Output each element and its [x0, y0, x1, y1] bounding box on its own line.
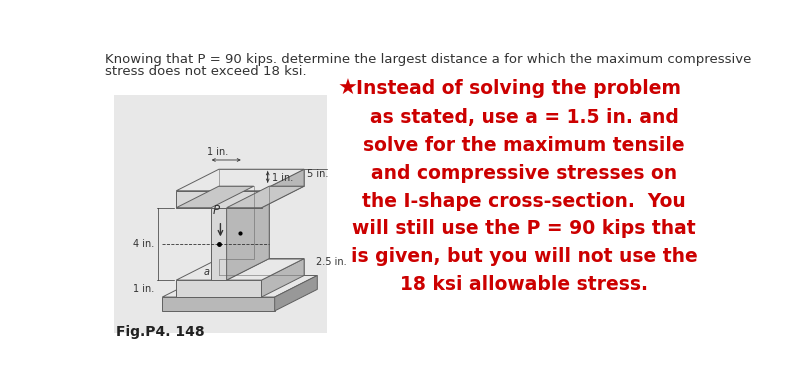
Text: 1 in.: 1 in. — [208, 147, 229, 157]
Text: 1 in.: 1 in. — [272, 174, 293, 183]
Polygon shape — [162, 297, 275, 311]
Polygon shape — [176, 169, 304, 191]
Polygon shape — [227, 259, 304, 280]
Polygon shape — [176, 191, 261, 208]
Text: 4 in.: 4 in. — [134, 239, 155, 249]
Text: a: a — [204, 268, 209, 278]
Text: 5 in.: 5 in. — [307, 169, 329, 179]
Polygon shape — [176, 280, 261, 297]
Polygon shape — [227, 186, 269, 280]
Text: 18 ksi allowable stress.: 18 ksi allowable stress. — [401, 275, 649, 294]
Text: is given, but you will not use the: is given, but you will not use the — [351, 247, 698, 266]
Polygon shape — [162, 275, 318, 297]
Polygon shape — [275, 275, 318, 311]
Text: 1 in.: 1 in. — [134, 284, 155, 294]
Text: will still use the P = 90 kips that: will still use the P = 90 kips that — [352, 219, 696, 238]
Polygon shape — [211, 208, 227, 280]
Text: as stated, use a = 1.5 in. and: as stated, use a = 1.5 in. and — [370, 108, 679, 128]
Text: ★: ★ — [337, 79, 357, 99]
Text: the I-shape cross-section.  You: the I-shape cross-section. You — [363, 191, 686, 211]
Text: solve for the maximum tensile: solve for the maximum tensile — [363, 136, 685, 155]
Bar — [115, 94, 327, 333]
Polygon shape — [176, 186, 254, 208]
Text: Instead of solving the problem: Instead of solving the problem — [356, 79, 681, 98]
Polygon shape — [227, 186, 304, 208]
Text: 2.5 in.: 2.5 in. — [316, 257, 346, 268]
Polygon shape — [176, 259, 254, 280]
Text: Knowing that P = 90 kips. determine the largest distance a for which the maximum: Knowing that P = 90 kips. determine the … — [105, 53, 751, 66]
Text: stress does not exceed 18 ksi.: stress does not exceed 18 ksi. — [105, 64, 307, 78]
Text: Fig.P4. 148: Fig.P4. 148 — [116, 325, 205, 339]
Polygon shape — [261, 169, 304, 208]
Text: and compressive stresses on: and compressive stresses on — [371, 164, 677, 183]
Text: P: P — [213, 204, 220, 217]
Polygon shape — [261, 259, 304, 297]
